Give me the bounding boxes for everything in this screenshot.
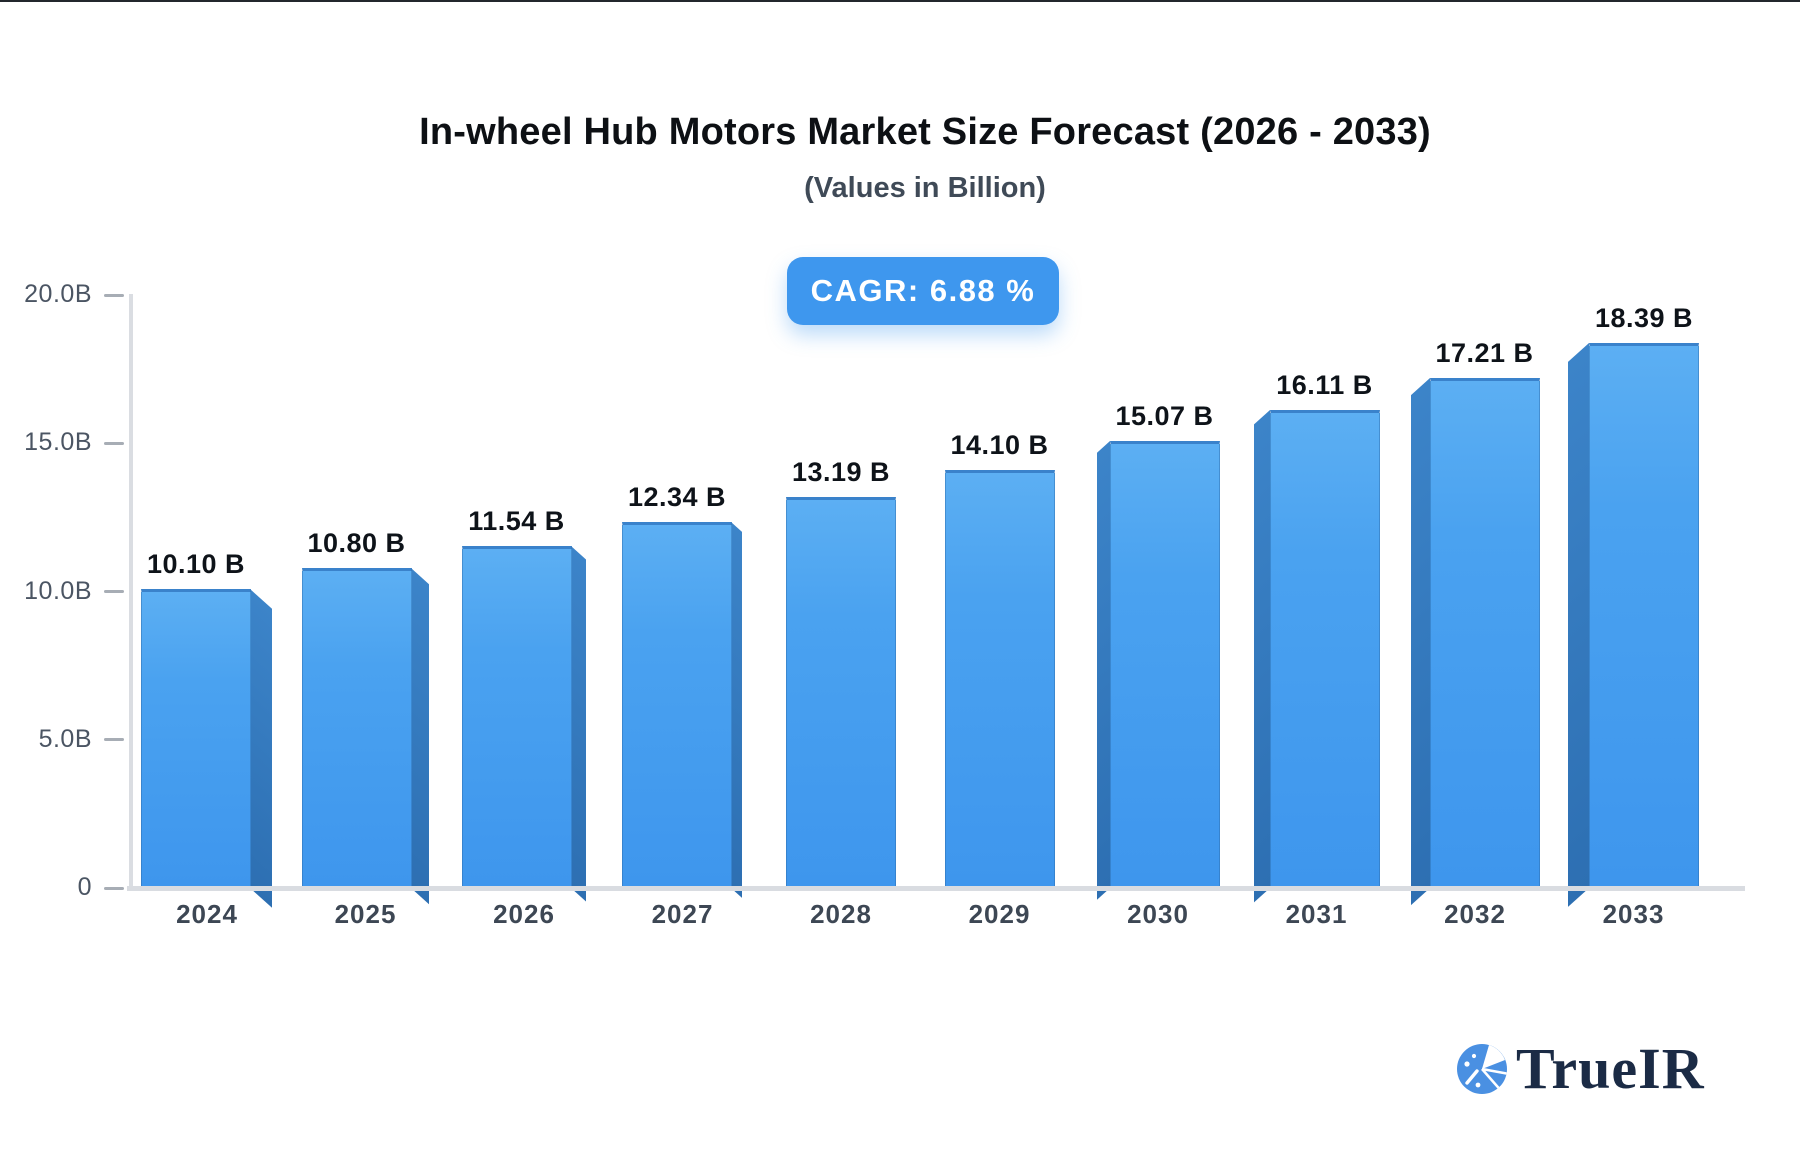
bar-group: 17.21 B: [1410, 338, 1540, 906]
x-axis-category-label: 2028: [810, 899, 872, 929]
bar-value-label: 18.39 B: [1594, 302, 1694, 333]
bar-value-label: 13.19 B: [791, 456, 891, 487]
x-axis-category-label: 2033: [1602, 899, 1665, 929]
bar-group: 14.10 B: [944, 430, 1055, 888]
y-axis-tick-label: 0: [77, 873, 92, 901]
bar-group: 12.34 B: [622, 482, 743, 898]
bar-face: [1109, 441, 1220, 888]
bar-face: [622, 522, 732, 888]
bar-face: [944, 469, 1055, 888]
y-axis-tick-mark: [104, 590, 124, 593]
bar-group: 16.11 B: [1253, 370, 1380, 903]
bar-value-label: 12.34 B: [627, 482, 727, 513]
bar-value-label: 11.54 B: [468, 505, 565, 536]
x-axis-category-label: 2031: [1285, 899, 1348, 929]
bar-side-panel: [570, 545, 586, 902]
bar-side-panel: [1568, 342, 1589, 907]
bar-group: 18.39 B: [1568, 303, 1699, 907]
x-axis-category-label: 2030: [1127, 899, 1189, 929]
chart-subtitle: (Values in Billion): [804, 172, 1046, 204]
bar-value-label: 14.10 B: [950, 429, 1049, 460]
x-axis-category-label: 2025: [334, 899, 397, 929]
x-axis-category-label: 2027: [651, 899, 714, 929]
x-axis-baseline: [127, 886, 1745, 891]
y-axis-line: [129, 294, 133, 888]
bar-value-label: 15.07 B: [1115, 401, 1214, 432]
chart-title: In-wheel Hub Motors Market Size Forecast…: [419, 111, 1431, 153]
bar-face: [461, 545, 572, 888]
bar-value-label: 10.10 B: [146, 548, 246, 579]
y-axis-tick-label: 15.0B: [24, 428, 92, 457]
bar-value-label: 16.11 B: [1276, 370, 1373, 401]
bar-side-panel: [250, 588, 272, 908]
x-axis-category-label: 2032: [1444, 899, 1506, 929]
y-axis-tick-mark: [104, 738, 124, 742]
bar-side-panel: [410, 567, 429, 905]
x-axis-category-label: 2024: [176, 899, 238, 929]
bar-side-panel: [1096, 441, 1110, 900]
bar-face: [1269, 410, 1380, 888]
bar-value-label: 17.21 B: [1435, 337, 1534, 368]
bar-face: [301, 567, 412, 888]
y-axis-tick-label: 5.0B: [38, 724, 92, 753]
brand-logo-text: TrueIR: [1516, 1036, 1705, 1101]
bar-side-panel: [731, 522, 742, 898]
bar-value-label: 10.80 B: [307, 527, 406, 558]
pie-chart-icon: [1457, 1044, 1507, 1094]
y-axis-tick-label: 20.0B: [24, 280, 92, 308]
bar-side-panel: [1410, 377, 1430, 906]
bar-group: 10.80 B: [301, 528, 430, 905]
cagr-badge: CAGR: 6.88 %: [787, 257, 1059, 325]
bar-group: 11.54 B: [461, 506, 587, 902]
y-axis-tick-mark: [104, 441, 124, 445]
bar-side-panel: [1253, 410, 1270, 903]
bar-face: [1589, 342, 1699, 888]
bar-group: 10.10 B: [141, 549, 273, 908]
brand-logo: TrueIR: [1456, 1040, 1705, 1098]
x-axis-category-label: 2026: [493, 899, 555, 929]
y-axis-tick-mark: [104, 293, 124, 297]
bar-face: [141, 588, 251, 888]
bar-group: 13.19 B: [786, 457, 896, 888]
x-axis-category-label: 2029: [968, 899, 1031, 929]
bar-face: [786, 496, 896, 888]
bar-face: [1429, 377, 1540, 888]
y-axis-tick-mark: [104, 886, 124, 890]
y-axis-tick-label: 10.0B: [24, 576, 92, 605]
bar-group: 15.07 B: [1096, 401, 1220, 900]
